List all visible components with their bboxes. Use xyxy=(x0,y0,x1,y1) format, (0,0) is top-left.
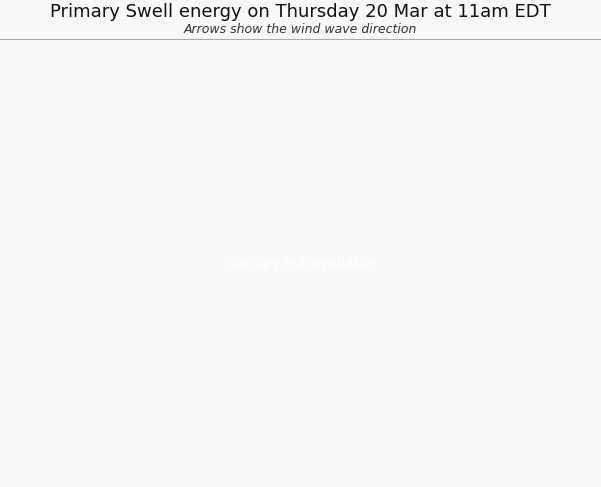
Text: cartopy not available: cartopy not available xyxy=(227,257,374,270)
Text: Primary Swell energy on Thursday 20 Mar at 11am EDT: Primary Swell energy on Thursday 20 Mar … xyxy=(50,3,551,21)
Text: Arrows show the wind wave direction: Arrows show the wind wave direction xyxy=(184,23,417,37)
